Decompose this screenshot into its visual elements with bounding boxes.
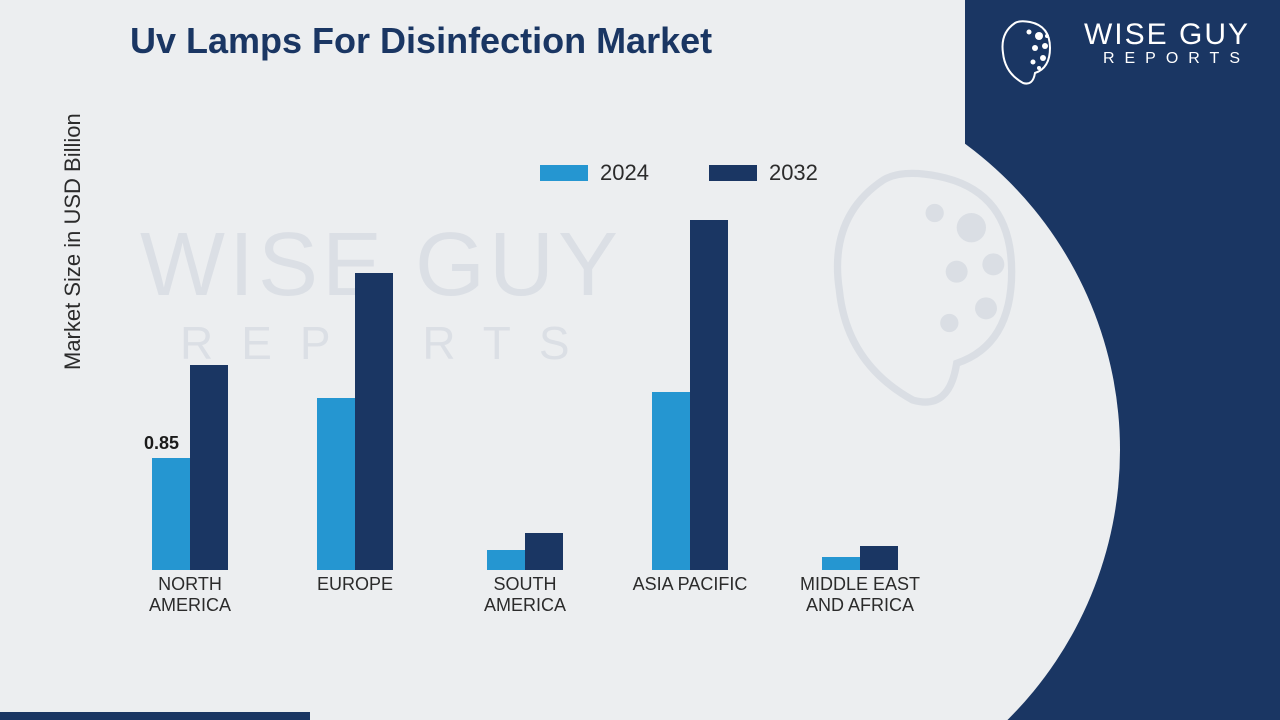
legend-item-2032: 2032 [709,160,818,186]
brand-line1: WISE GUY [1084,18,1250,52]
category-label: ASIA PACIFIC [625,574,755,595]
y-axis-label: Market Size in USD Billion [60,113,86,370]
bar-2032 [355,273,393,570]
bar-2024 [317,398,355,570]
legend-swatch-2024 [540,165,588,181]
legend-item-2024: 2024 [540,160,649,186]
brand-logo-text: WISE GUY REPORTS [1084,18,1250,68]
footer-accent [0,712,310,720]
bar-2024 [652,392,690,570]
bar-2024 [822,557,860,570]
bar-2032 [525,533,563,570]
data-label: 0.85 [144,433,179,454]
category-label: NORTH AMERICA [125,574,255,615]
bar-2032 [690,220,728,570]
legend: 2024 2032 [540,160,818,186]
legend-label-2024: 2024 [600,160,649,186]
bar-2032 [860,546,898,570]
legend-swatch-2032 [709,165,757,181]
legend-label-2032: 2032 [769,160,818,186]
chart-container: Uv Lamps For Disinfection Market WISE GU… [0,0,1280,720]
category-label: EUROPE [290,574,420,595]
category-label: SOUTH AMERICA [460,574,590,615]
brand-line2: REPORTS [1084,50,1250,68]
brand-head-icon [995,18,1055,88]
bar-2024 [487,550,525,570]
plot-area: 0.85 [110,200,940,570]
bar-2024 [152,458,190,570]
chart-title: Uv Lamps For Disinfection Market [130,20,712,62]
category-label: MIDDLE EAST AND AFRICA [795,574,925,615]
bar-2032 [190,365,228,570]
